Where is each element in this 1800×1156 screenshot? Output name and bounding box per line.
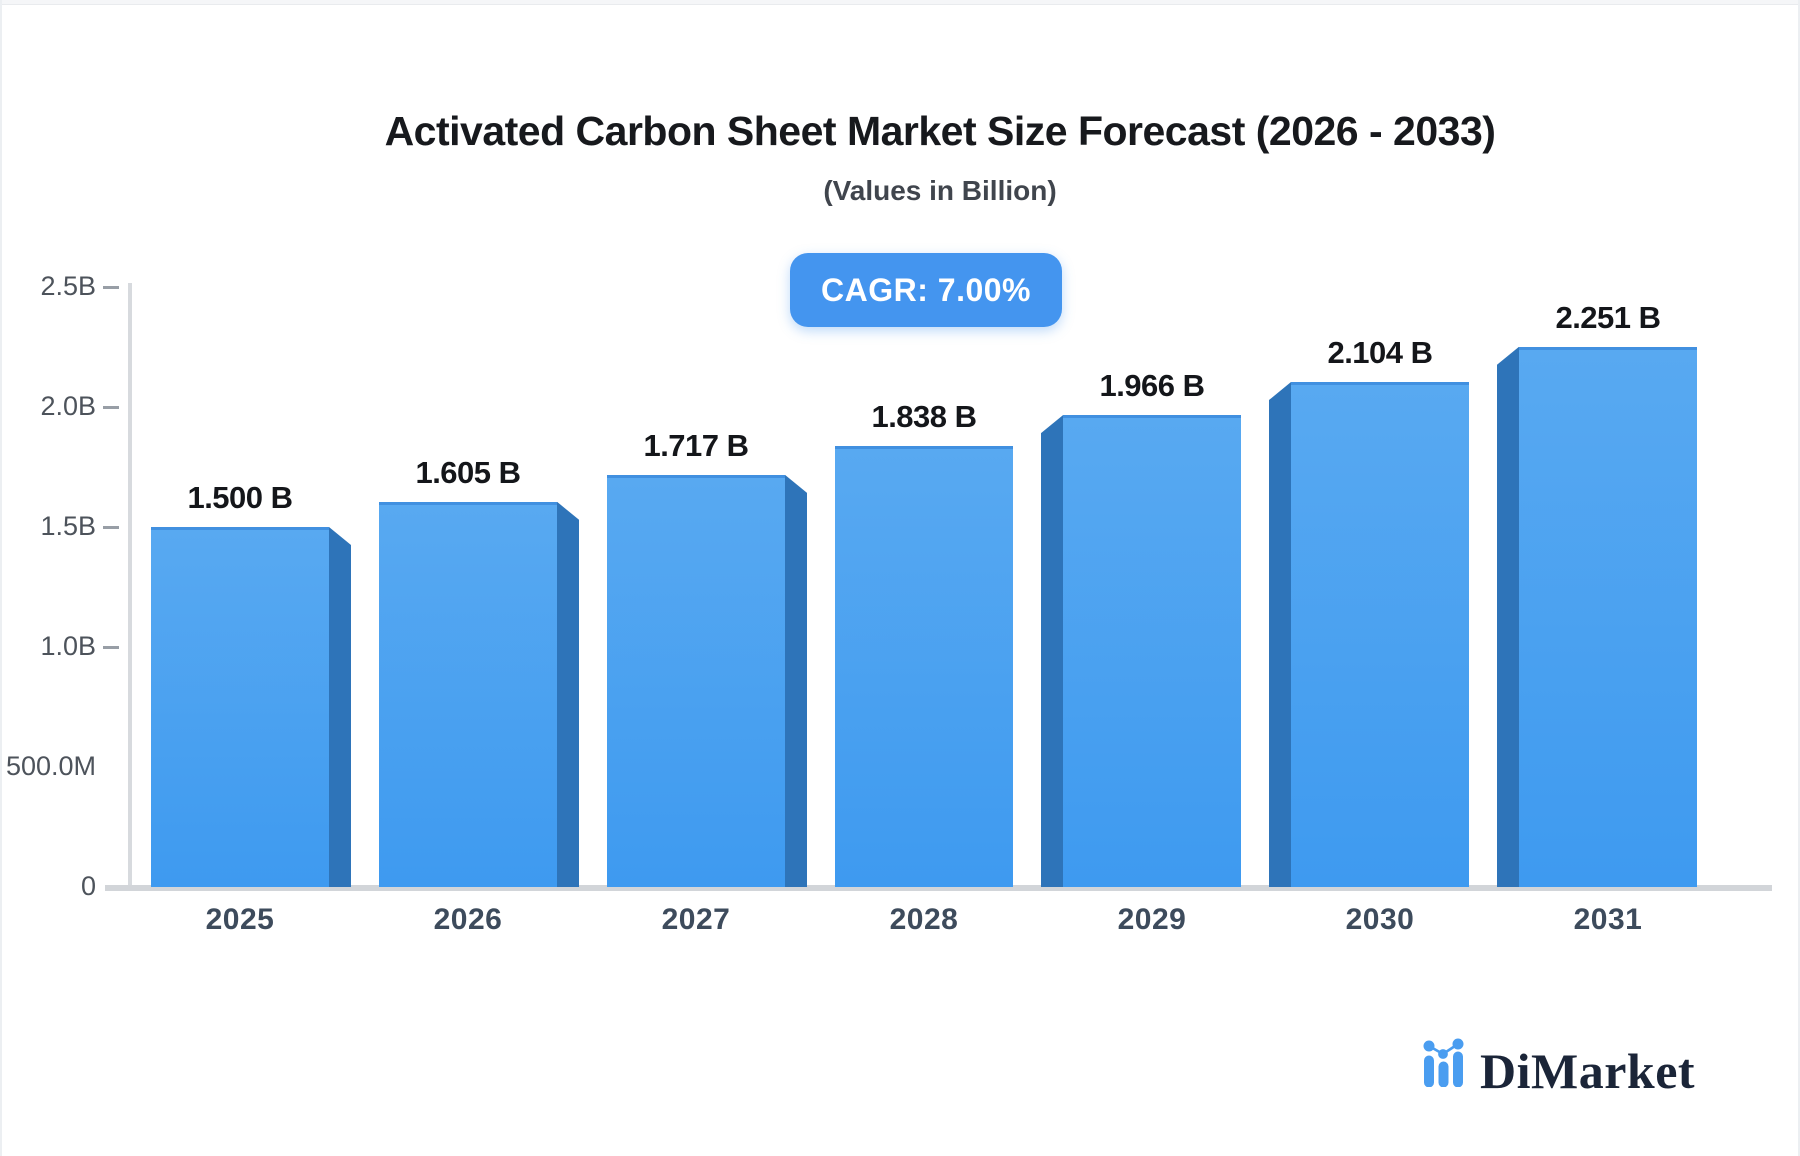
bar-face-2025 [151, 527, 329, 887]
bar-side-face-2025 [329, 527, 351, 887]
chart-subtitle: (Values in Billion) [823, 175, 1057, 206]
bar-value-label: 2.104 B [1327, 335, 1433, 371]
x-axis-label: 2026 [433, 903, 503, 936]
bar-value-label: 1.500 B [187, 480, 293, 515]
page-top-border [0, 0, 1800, 5]
bar-face-2027 [607, 474, 785, 887]
chart-title: Activated Carbon Sheet Market Size Forec… [384, 108, 1496, 154]
dimarket-logo: DiMarket [1422, 1037, 1696, 1099]
x-axis-label: 2025 [205, 903, 275, 936]
y-axis-tick-label: 2.0B [40, 391, 96, 421]
y-axis-tick-label: 0 [80, 871, 96, 901]
page-left-border [0, 0, 2, 1156]
bar-value-label: 1.838 B [871, 398, 977, 434]
bar-value-label: 1.966 B [1099, 368, 1205, 404]
cagr-badge: CAGR: 7.00% [790, 253, 1062, 327]
x-axis-label: 2029 [1117, 903, 1187, 936]
bar-side-face-2027 [785, 474, 807, 887]
bar-value-label: 1.717 B [643, 427, 749, 463]
bar-side-face-2031 [1497, 346, 1519, 887]
y-axis-tick-dash [103, 405, 119, 409]
bar-face-2031 [1519, 346, 1697, 887]
page-right-border [1798, 0, 1800, 1156]
bar-value-label: 2.251 B [1555, 299, 1661, 335]
bar-face-2029 [1063, 415, 1241, 887]
x-axis-label: 2027 [661, 903, 731, 936]
x-axis-line [105, 885, 1772, 891]
bar-side-face-2026 [557, 501, 579, 887]
bar-face-2028 [835, 445, 1013, 887]
y-axis-tick-label: 2.5B [40, 271, 96, 301]
y-axis-tick-label: 1.5B [40, 511, 96, 541]
y-axis-tick-label: 500.0M [5, 751, 96, 781]
logo-text: DiMarket [1480, 1042, 1696, 1099]
y-axis-line [128, 283, 132, 887]
y-axis-tick-label: 1.0B [40, 631, 96, 661]
x-axis-label: 2031 [1573, 903, 1643, 936]
bar-value-label: 1.605 B [415, 454, 521, 490]
x-axis-label: 2030 [1345, 903, 1415, 936]
y-axis-tick-dash [103, 525, 119, 529]
y-axis-tick-dash [103, 645, 119, 649]
bar-face-2030 [1291, 382, 1469, 887]
y-axis-tick-dash [103, 285, 119, 289]
x-axis-label: 2028 [889, 903, 959, 936]
bar-side-face-2030 [1269, 382, 1291, 887]
bar-side-face-2029 [1041, 415, 1063, 887]
mini-bar-chart-icon [1422, 1037, 1466, 1092]
bar-face-2026 [379, 501, 557, 887]
